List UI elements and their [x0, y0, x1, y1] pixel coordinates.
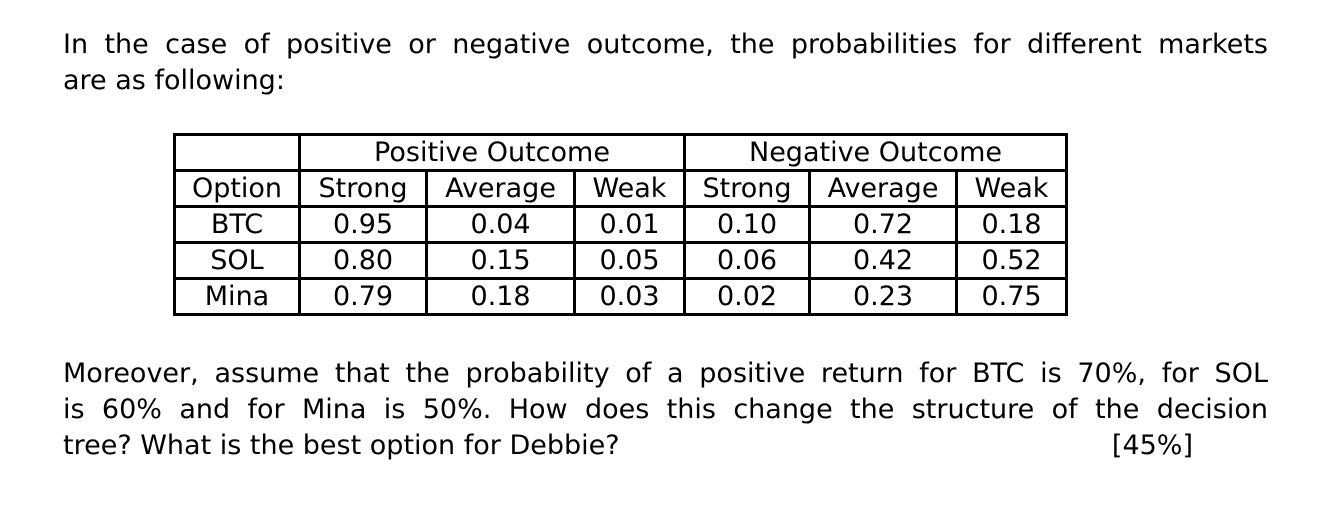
table-row-sol: SOL 0.80 0.15 0.05 0.06 0.42 0.52	[173, 241, 1068, 280]
document-page: In the case of positive or negative outc…	[63, 27, 1268, 464]
intro-line-2: are as following:	[63, 65, 285, 96]
intro-line-1: In the case of positive or negative outc…	[63, 29, 1268, 60]
column-header-positive-weak: Weak	[573, 169, 686, 208]
probability-cell: 0.05	[573, 241, 686, 280]
table-column-header-row: Option Strong Average Weak Strong Averag…	[173, 169, 1068, 208]
column-header-option: Option	[173, 169, 301, 208]
probability-cell: 0.01	[573, 205, 686, 244]
negative-outcome-header: Negative Outcome	[683, 133, 1068, 172]
probability-cell: 0.02	[683, 277, 811, 316]
corner-cell	[173, 133, 301, 172]
table-row-btc: BTC 0.95 0.04 0.01 0.10 0.72 0.18	[173, 205, 1068, 244]
option-label: SOL	[173, 241, 301, 280]
question-paragraph: Moreover, assume that the probability of…	[63, 356, 1268, 464]
probability-cell: 0.15	[425, 241, 576, 280]
positive-outcome-header: Positive Outcome	[298, 133, 686, 172]
marks-label: [45%]	[1111, 430, 1193, 461]
probability-cell: 0.18	[425, 277, 576, 316]
question-last-line: tree? What is the best option for Debbie…	[63, 428, 1268, 464]
column-header-negative-weak: Weak	[955, 169, 1068, 208]
column-header-positive-strong: Strong	[298, 169, 428, 208]
question-line-2: is 60% and for Mina is 50%. How does thi…	[63, 394, 1268, 425]
probability-cell: 0.79	[298, 277, 428, 316]
column-header-negative-strong: Strong	[683, 169, 811, 208]
probability-cell: 0.80	[298, 241, 428, 280]
option-label: Mina	[173, 277, 301, 316]
column-header-positive-average: Average	[425, 169, 576, 208]
question-line-1: Moreover, assume that the probability of…	[63, 358, 1268, 389]
probability-cell: 0.18	[955, 205, 1068, 244]
probabilities-table: Positive Outcome Negative Outcome Option…	[173, 133, 1068, 316]
probability-cell: 0.72	[808, 205, 958, 244]
question-line-3: tree? What is the best option for Debbie…	[63, 430, 620, 461]
probability-cell: 0.52	[955, 241, 1068, 280]
probability-cell: 0.75	[955, 277, 1068, 316]
probability-cell: 0.04	[425, 205, 576, 244]
probability-cell: 0.03	[573, 277, 686, 316]
probability-cell: 0.06	[683, 241, 811, 280]
option-label: BTC	[173, 205, 301, 244]
probability-cell: 0.42	[808, 241, 958, 280]
table-group-header-row: Positive Outcome Negative Outcome	[173, 133, 1068, 172]
probability-cell: 0.23	[808, 277, 958, 316]
probability-cell: 0.10	[683, 205, 811, 244]
intro-paragraph: In the case of positive or negative outc…	[63, 27, 1268, 99]
column-header-negative-average: Average	[808, 169, 958, 208]
table-row-mina: Mina 0.79 0.18 0.03 0.02 0.23 0.75	[173, 277, 1068, 316]
probability-cell: 0.95	[298, 205, 428, 244]
